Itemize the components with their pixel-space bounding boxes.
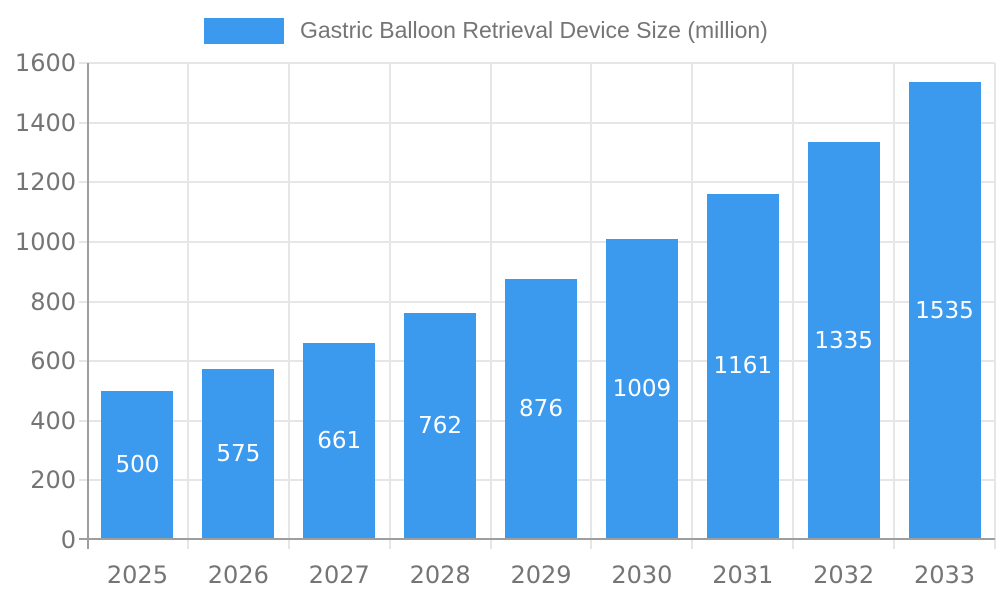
vertical-gridline [489, 63, 492, 549]
y-axis-tick-label: 1400 [14, 108, 76, 137]
bar-value-label: 876 [519, 395, 563, 422]
horizontal-gridline [79, 121, 995, 124]
horizontal-gridline [79, 181, 995, 184]
bar-2027[interactable]: 661 [303, 342, 376, 540]
x-axis-tick-label: 2028 [409, 561, 471, 589]
vertical-gridline [590, 63, 593, 549]
bar-2025[interactable]: 500 [101, 390, 174, 540]
y-axis-tick-label: 200 [30, 466, 76, 495]
x-axis-tick-label: 2033 [914, 561, 976, 589]
bar-2029[interactable]: 876 [505, 278, 577, 540]
bar-2033[interactable]: 1535 [908, 82, 981, 540]
chart-legend[interactable]: Gastric Balloon Retrieval Device Size (m… [204, 17, 768, 44]
x-axis-tick-label: 2027 [308, 561, 370, 589]
bar-value-label: 762 [418, 412, 463, 439]
y-axis-tick-label: 1600 [14, 49, 76, 77]
bar-2031[interactable]: 1161 [706, 193, 779, 540]
x-axis-tick-label: 2031 [712, 561, 774, 589]
bar-value-label: 661 [317, 427, 362, 454]
bar-value-label: 1161 [713, 353, 773, 380]
plot-area: 500 575 661 762 876 1009 1161 1335 1535 [79, 62, 996, 549]
bar-value-label: 1335 [814, 327, 873, 354]
vertical-gridline [792, 63, 795, 549]
x-axis-tick-label: 2030 [611, 561, 673, 589]
y-axis-tick-label: 800 [30, 287, 76, 316]
bar-value-label: 1535 [915, 297, 974, 324]
bar-2032[interactable]: 1335 [807, 142, 880, 540]
bar-value-label: 500 [115, 451, 160, 478]
bar-value-label: 1009 [612, 376, 672, 403]
x-axis-tick-label: 2026 [207, 561, 269, 589]
y-axis-tick-label: 0 [60, 526, 76, 554]
y-axis-tick-label: 1000 [14, 227, 76, 256]
x-axis-line [79, 538, 995, 540]
bar-2026[interactable]: 575 [202, 368, 275, 540]
bar-value-label: 575 [216, 440, 261, 467]
legend-label: Gastric Balloon Retrieval Device Size (m… [300, 17, 768, 43]
vertical-gridline [287, 63, 290, 549]
horizontal-gridline [79, 62, 995, 64]
bar-2028[interactable]: 762 [404, 312, 477, 540]
vertical-gridline [388, 63, 391, 549]
bar-2030[interactable]: 1009 [605, 239, 678, 540]
x-axis-tick-label: 2029 [510, 561, 572, 589]
y-axis-tick-label: 600 [30, 347, 76, 376]
legend-swatch [204, 17, 284, 44]
vertical-gridline [186, 63, 189, 549]
vertical-gridline [994, 63, 996, 549]
y-axis-line [87, 63, 89, 549]
y-axis-tick-label: 1200 [14, 168, 76, 197]
vertical-gridline [691, 63, 694, 549]
horizontal-gridline [79, 240, 995, 243]
vertical-gridline [893, 63, 896, 549]
y-axis-tick-label: 400 [30, 406, 76, 435]
x-axis-tick-label: 2025 [106, 561, 168, 589]
x-axis-tick-label: 2032 [813, 561, 875, 589]
